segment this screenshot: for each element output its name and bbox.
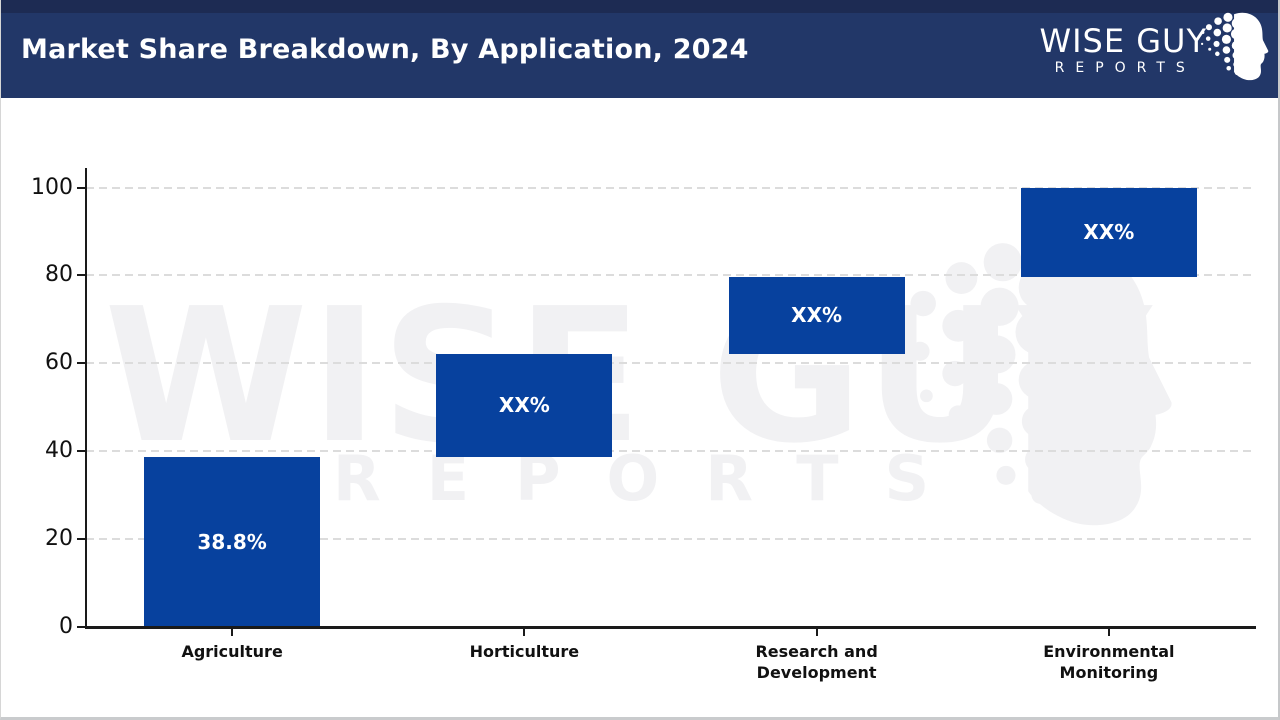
x-category-line: Agriculture [181,642,283,661]
x-category-line: Environmental [1043,642,1175,661]
x-tick [1107,628,1110,636]
gridline [86,450,1255,453]
x-category-label: Horticulture [378,641,670,662]
y-tick [77,450,86,453]
y-tick [77,626,86,628]
y-tick-label: 80 [45,262,73,288]
y-tick [77,274,86,277]
x-category-line: Monitoring [1059,663,1159,682]
y-tick-label: 60 [45,350,73,376]
gridline [86,274,1255,277]
x-category-line: Research and [755,642,878,661]
bar: XX% [728,276,905,354]
y-tick-label: 0 [59,614,73,639]
y-axis-line [85,168,87,629]
y-tick [77,538,86,541]
bar: 38.8% [144,456,321,627]
x-category-line: Development [756,663,877,682]
gridline [86,186,1255,189]
logo-text: WISE GUY REPORTS [1039,24,1207,76]
header-bar: Market Share Breakdown, By Application, … [1,0,1278,98]
wise-guy-logo: WISE GUY REPORTS [1039,5,1269,95]
x-category-line: Horticulture [469,642,580,661]
logo-name: WISE GUY [1039,22,1207,60]
x-category-label: Agriculture [86,641,378,662]
watermark-text: WISE GUY [104,268,1153,484]
x-tick [523,628,526,636]
y-tick [77,362,86,365]
watermark-subtext: REPORTS [333,442,976,515]
x-tick [815,628,818,636]
y-tick-label: 100 [31,174,73,200]
bar: XX% [436,353,613,457]
logo-subtitle: REPORTS [1054,60,1196,76]
y-tick [77,186,86,189]
bar-value-label: XX% [498,393,550,418]
y-tick-label: 20 [45,526,73,552]
bar-value-label: XX% [1083,220,1135,245]
x-category-label: Environmental Monitoring [963,641,1255,683]
gridline [86,362,1255,365]
x-tick [231,628,234,636]
x-category-label: Research and Development [671,641,963,683]
bar-value-label: 38.8% [197,529,267,554]
page-title: Market Share Breakdown, By Application, … [21,33,749,65]
bar: XX% [1020,187,1197,277]
y-tick-label: 40 [45,438,73,464]
gridline [86,538,1255,541]
x-axis-line [85,626,1256,629]
bar-value-label: XX% [791,303,843,328]
waterfall-chart: 0 20 40 60 80 100 38.8% Agriculture XX% Horticult… [1,98,1278,717]
